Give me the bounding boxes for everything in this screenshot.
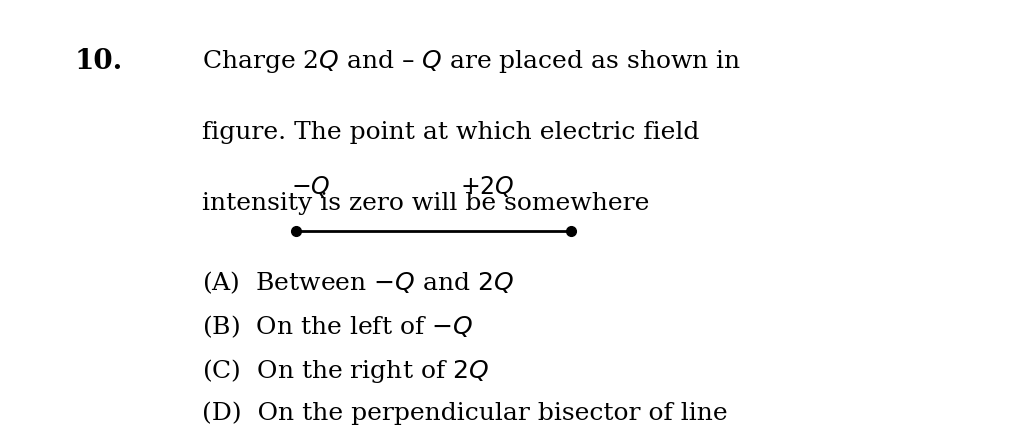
Text: (A)  Between $-Q$ and $2Q$: (A) Between $-Q$ and $2Q$ — [203, 269, 514, 296]
Text: (C)  On the right of $2Q$: (C) On the right of $2Q$ — [203, 357, 489, 385]
Text: (B)  On the left of $-Q$: (B) On the left of $-Q$ — [203, 313, 473, 339]
Text: Charge 2$Q$ and – $Q$ are placed as shown in: Charge 2$Q$ and – $Q$ are placed as show… — [203, 48, 741, 75]
Text: (D)  On the perpendicular bisector of line: (D) On the perpendicular bisector of lin… — [203, 400, 728, 424]
Text: $+2Q$: $+2Q$ — [460, 173, 515, 198]
Text: $-Q$: $-Q$ — [291, 173, 330, 198]
Text: intensity is zero will be somewhere: intensity is zero will be somewhere — [203, 192, 649, 215]
Text: 10.: 10. — [75, 48, 123, 75]
Text: figure. The point at which electric field: figure. The point at which electric fiel… — [203, 121, 699, 144]
